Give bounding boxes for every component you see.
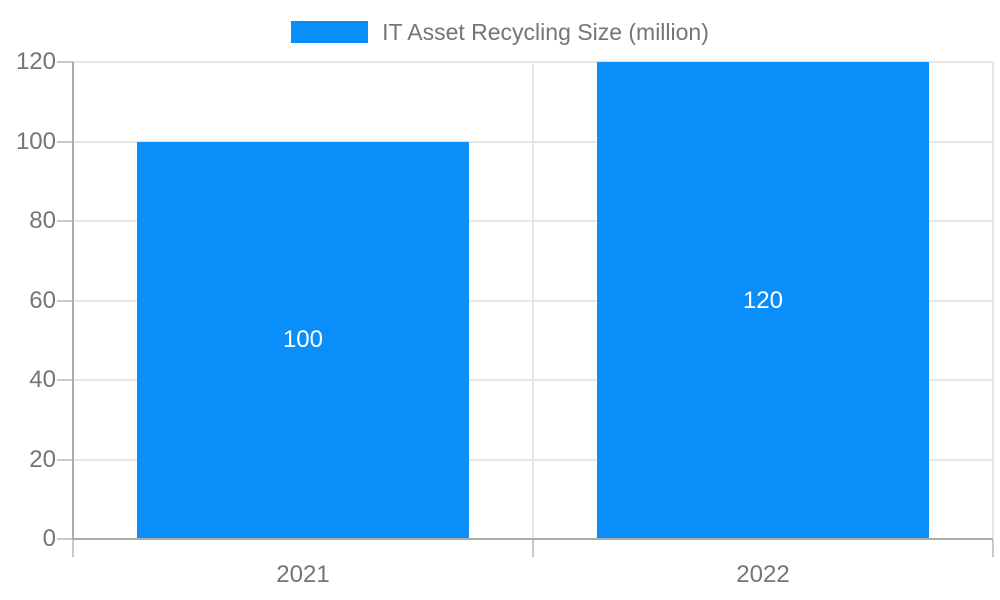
plot-area: 100 120	[57, 61, 994, 557]
y-axis-tick-label: 20	[29, 445, 56, 473]
y-axis-tick-label: 100	[15, 127, 56, 155]
y-axis-tick-label: 0	[42, 525, 56, 552]
y-axis-tick-label: 40	[29, 366, 56, 393]
y-axis-tick	[57, 61, 73, 63]
category-separator	[992, 62, 994, 539]
bar-2021[interactable]: 100	[137, 141, 469, 539]
y-axis-tick-label: 80	[29, 207, 56, 234]
y-axis-tick	[57, 220, 73, 222]
x-axis-category-label: 2021	[276, 561, 330, 588]
y-axis-tick	[57, 458, 73, 461]
x-axis-line	[72, 538, 993, 540]
bar-value-label: 120	[742, 286, 783, 314]
x-axis-tick	[72, 540, 74, 557]
x-axis-tick	[992, 540, 994, 557]
category-separator	[532, 62, 534, 539]
y-axis-tick	[57, 140, 73, 143]
x-axis-category-label: 2022	[736, 561, 790, 588]
y-axis-line	[72, 62, 74, 540]
legend[interactable]: IT Asset Recycling Size (million)	[0, 19, 1000, 45]
bar-value-label: 100	[282, 326, 323, 354]
x-axis-tick	[532, 540, 534, 557]
y-axis-tick	[57, 538, 73, 540]
y-axis-tick-label: 60	[29, 286, 56, 314]
y-axis-tick	[57, 299, 73, 302]
legend-swatch	[291, 21, 369, 43]
legend-label: IT Asset Recycling Size (million)	[382, 19, 709, 45]
y-axis-tick-label: 120	[15, 48, 56, 75]
bar-2022[interactable]: 120	[597, 62, 929, 539]
y-axis-tick	[57, 379, 73, 381]
